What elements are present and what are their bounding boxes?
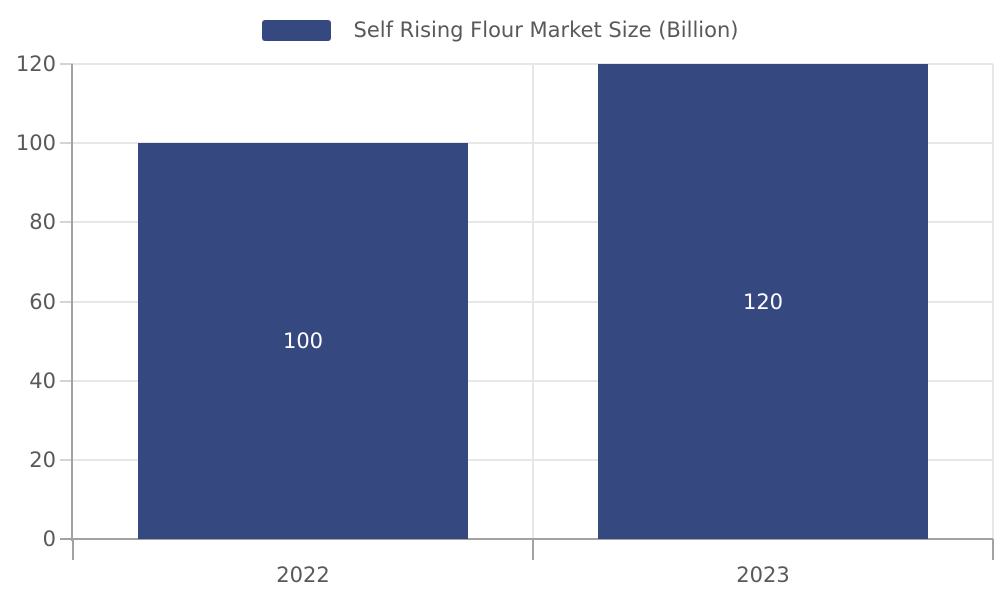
y-axis-tick-label: 0	[42, 527, 56, 551]
y-axis-tick	[60, 142, 73, 145]
grid-line-vertical	[532, 64, 534, 539]
y-axis-tick-label: 60	[29, 289, 56, 314]
x-axis-tick	[72, 539, 74, 560]
bar-value-label: 100	[282, 329, 324, 354]
y-axis-tick-label: 80	[29, 210, 56, 235]
legend[interactable]: Self Rising Flour Market Size (Billion)	[0, 16, 1000, 44]
bar	[598, 64, 928, 539]
y-axis-tick-label: 100	[15, 131, 56, 156]
y-axis-line	[71, 64, 73, 541]
y-axis-tick	[60, 538, 73, 540]
bar	[138, 143, 468, 539]
x-axis-tick	[532, 539, 534, 560]
y-axis-tick	[60, 379, 73, 382]
legend-label[interactable]: Self Rising Flour Market Size (Billion)	[353, 18, 739, 42]
legend-swatch-icon[interactable]	[261, 19, 331, 41]
bar-value-label: 120	[742, 289, 784, 314]
y-axis-tick	[60, 63, 73, 65]
y-axis-tick	[60, 458, 73, 461]
x-axis-tick	[992, 539, 994, 560]
x-axis-tick-label: 2022	[276, 563, 330, 587]
y-axis-tick-label: 40	[29, 368, 56, 393]
y-axis-tick	[60, 300, 73, 303]
y-axis-tick-label: 120	[15, 52, 56, 76]
y-axis-tick-label: 20	[29, 447, 56, 472]
x-axis-tick-label: 2023	[736, 563, 790, 587]
y-axis-tick	[60, 221, 73, 224]
grid-line-vertical	[992, 64, 994, 539]
